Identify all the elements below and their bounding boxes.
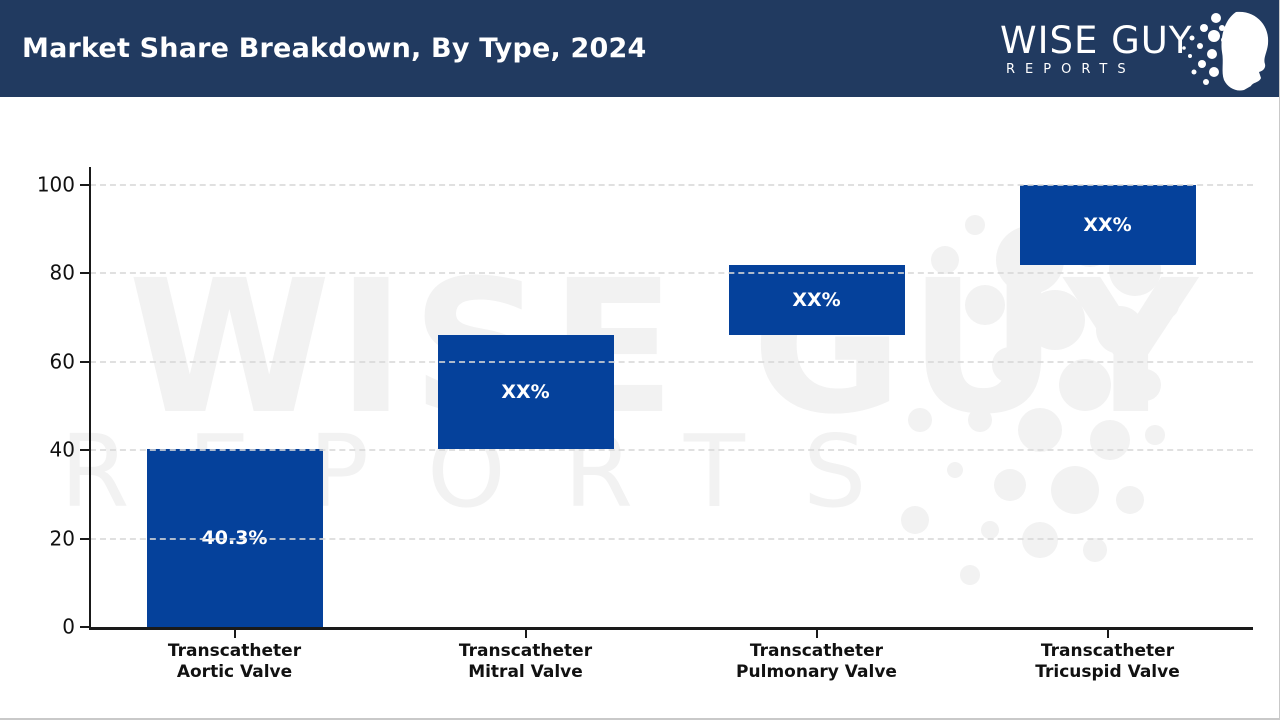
y-axis-tick-label: 80 [49,260,75,285]
y-axis-tick [80,184,89,186]
logo-wordmark: WISE GUY REPORTS [1000,22,1192,76]
y-gridline [90,272,1253,275]
y-axis-line [89,167,91,630]
logo-line2: REPORTS [1006,62,1136,77]
wise-guy-logo: WISE GUY REPORTS [1000,6,1269,92]
y-axis-tick [80,272,89,275]
bar-segment: XX% [437,335,614,449]
x-axis-tick [815,630,818,638]
bar-value-label: XX% [792,288,841,311]
y-gridline [90,537,1253,540]
waterfall-chart: 40.3% XX% XX% XX% 0 20 40 60 80 100 Transcatheter A… [0,97,1279,718]
x-axis-category-label: Transcatheter Mitral Valve [458,641,593,682]
x-axis-line [89,627,1253,630]
y-gridline [90,449,1253,452]
header-bar: Market Share Breakdown, By Type, 2024 WI… [0,0,1279,97]
page-title: Market Share Breakdown, By Type, 2024 [22,33,647,64]
bar-segment: XX% [1019,185,1196,265]
y-axis-tick [80,626,89,628]
x-axis-tick [524,630,527,638]
y-gridline [90,360,1253,363]
y-axis-tick-label: 100 [36,172,75,197]
x-axis-tick [233,630,236,638]
y-axis-tick-label: 40 [49,437,75,462]
y-axis-tick [80,360,89,363]
logo-dotted-head-icon [1182,11,1269,91]
y-axis-tick-label: 60 [49,349,75,374]
x-axis-category-label: Transcatheter Pulmonary Valve [736,641,897,682]
bar-segment: XX% [728,264,905,336]
y-axis-tick [80,449,89,452]
logo-line1: WISE GUY [1000,19,1193,62]
x-axis-category-label: Transcatheter Aortic Valve [167,641,302,682]
bar-value-label: XX% [501,381,550,404]
y-axis-tick-label: 0 [62,614,75,639]
y-axis-tick [80,537,89,540]
x-axis-tick [1106,630,1109,638]
y-axis-tick-label: 20 [49,526,75,551]
y-gridline [90,184,1253,186]
bar-value-label: XX% [1083,213,1132,236]
x-axis-category-label: Transcatheter Tricuspid Valve [1035,641,1180,682]
